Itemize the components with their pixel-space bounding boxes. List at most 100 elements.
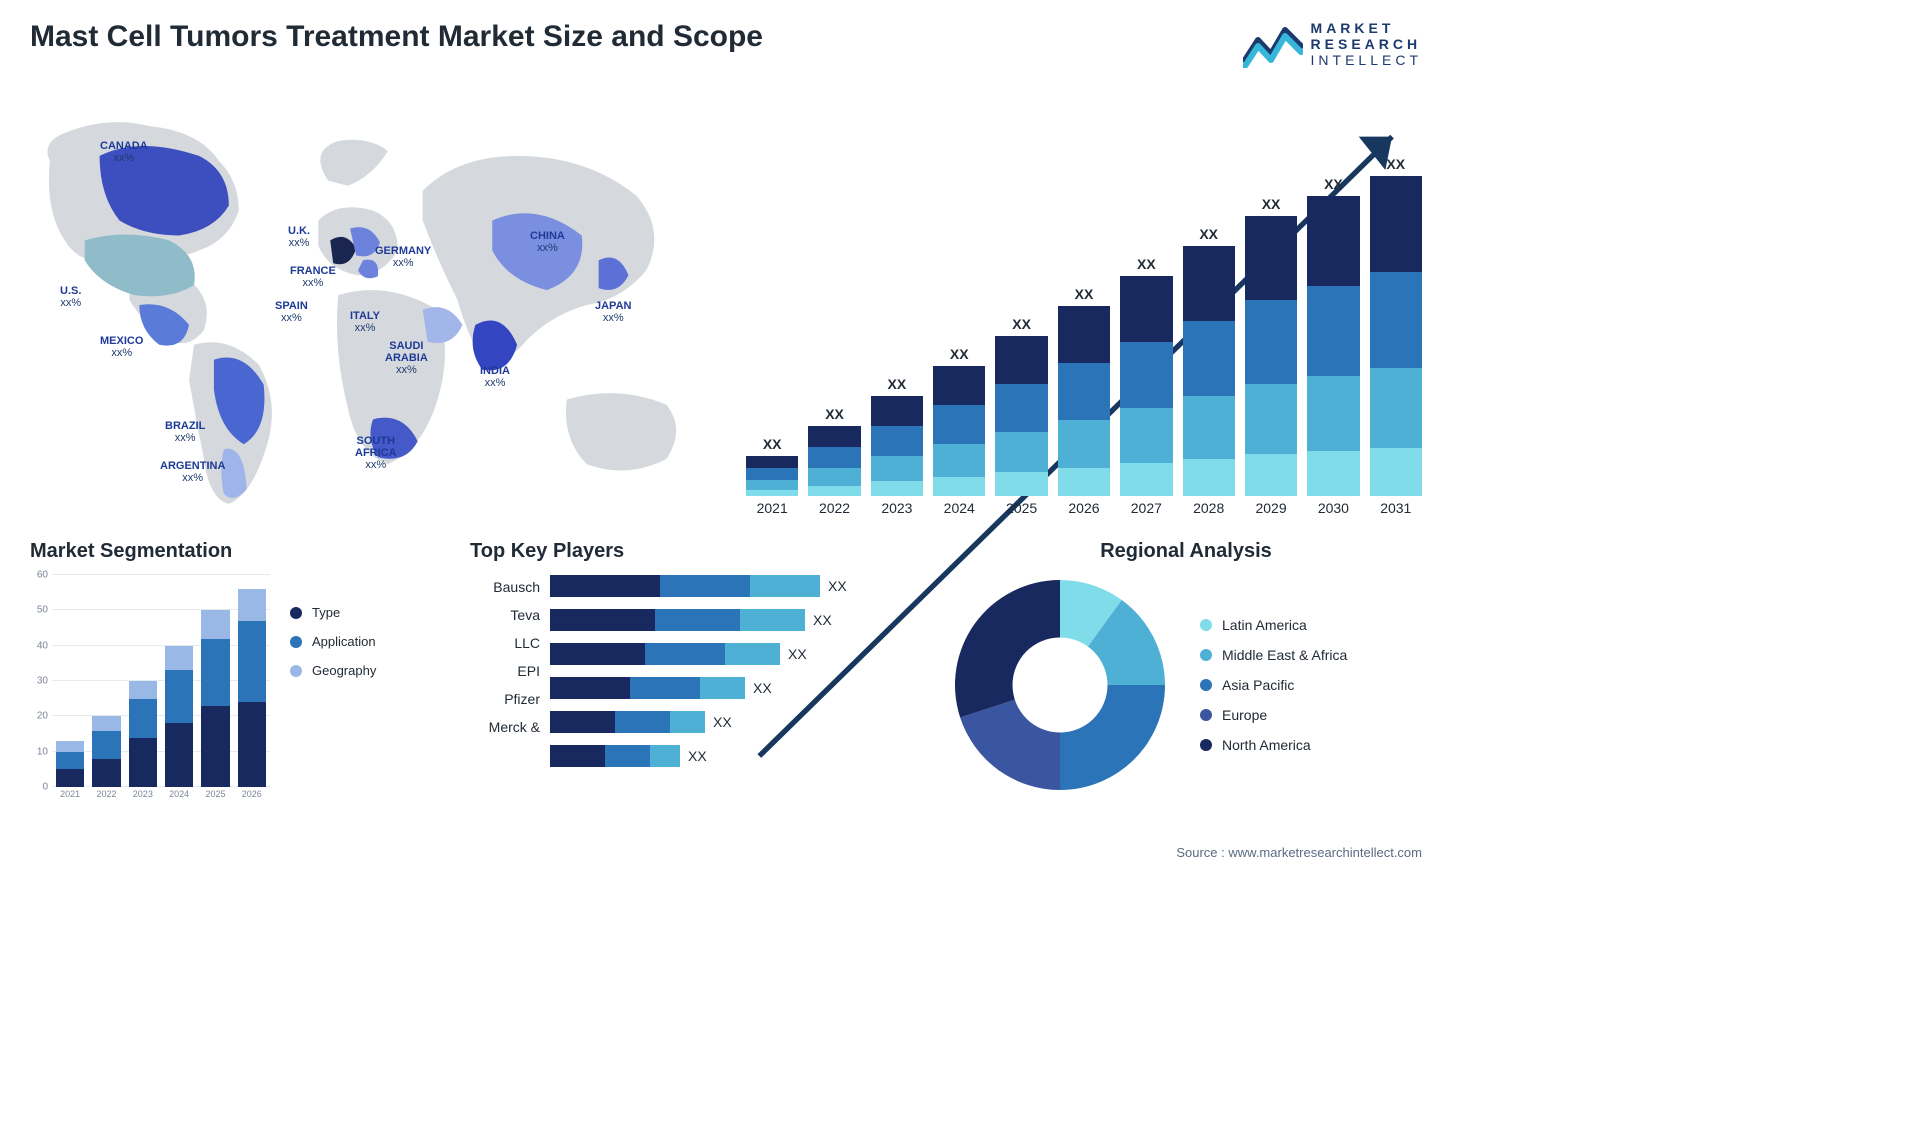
kp-row: XX (550, 711, 910, 733)
growth-bar: XX (1245, 196, 1297, 496)
legend-swatch-icon (290, 607, 302, 619)
regional-donut-chart (950, 575, 1170, 795)
map-label: SOUTHAFRICAxx% (355, 435, 397, 471)
legend-label: Middle East & Africa (1222, 647, 1347, 663)
growth-bar-value: XX (1075, 286, 1094, 302)
growth-x-label: 2031 (1370, 500, 1422, 520)
growth-bar: XX (933, 346, 985, 496)
map-label: FRANCExx% (290, 265, 336, 289)
kp-row-label: Pfizer (470, 691, 540, 707)
map-label: CHINAxx% (530, 230, 565, 254)
legend-label: Type (312, 605, 340, 620)
key-players-title: Top Key Players (470, 540, 910, 563)
legend-item: North America (1200, 737, 1347, 753)
growth-x-label: 2027 (1120, 500, 1172, 520)
kp-row-label: Merck & (470, 719, 540, 735)
map-label: CANADAxx% (100, 140, 148, 164)
seg-x-label: 2024 (165, 789, 193, 805)
segmentation-title: Market Segmentation (30, 540, 430, 563)
map-label: GERMANYxx% (375, 245, 431, 269)
growth-x-label: 2022 (808, 500, 860, 520)
seg-y-tick: 60 (37, 570, 48, 581)
growth-bar-value: XX (763, 436, 782, 452)
legend-item: Type (290, 605, 376, 620)
brand-logo-text: MARKET RESEARCH INTELLECT (1311, 20, 1422, 68)
seg-x-label: 2023 (129, 789, 157, 805)
kp-row-label: Bausch (470, 579, 540, 595)
map-label: MEXICOxx% (100, 335, 143, 359)
source-credit: Source : www.marketresearchintellect.com (1176, 845, 1422, 860)
legend-swatch-icon (290, 665, 302, 677)
growth-bar-value: XX (1137, 256, 1156, 272)
world-map-panel: CANADAxx% U.S.xx% MEXICOxx% BRAZILxx% ARGENT… (30, 100, 706, 520)
brand-logo-icon (1243, 20, 1303, 68)
seg-x-label: 2025 (201, 789, 229, 805)
kp-row-label: Teva (470, 607, 540, 623)
seg-x-label: 2022 (92, 789, 120, 805)
growth-bar-value: XX (1262, 196, 1281, 212)
kp-value: XX (713, 714, 732, 730)
legend-item: Asia Pacific (1200, 677, 1347, 693)
kp-value: XX (753, 680, 772, 696)
map-label: U.K.xx% (288, 225, 310, 249)
legend-swatch-icon (1200, 709, 1212, 721)
growth-bar-value: XX (950, 346, 969, 362)
map-label: U.S.xx% (60, 285, 81, 309)
seg-bar (129, 681, 157, 787)
legend-item: Europe (1200, 707, 1347, 723)
bottom-row: Market Segmentation 0102030405060 202120… (30, 540, 1422, 820)
growth-x-label: 2026 (1058, 500, 1110, 520)
growth-x-label: 2023 (871, 500, 923, 520)
growth-bar-value: XX (1012, 316, 1031, 332)
growth-bar-value: XX (888, 376, 907, 392)
seg-x-label: 2021 (56, 789, 84, 805)
growth-bar-value: XX (1199, 226, 1218, 242)
legend-label: Geography (312, 663, 376, 678)
growth-bar: XX (746, 436, 798, 496)
kp-row: XX (550, 677, 910, 699)
growth-bar: XX (871, 376, 923, 496)
regional-panel: Regional Analysis Latin America Middle Ea… (950, 540, 1422, 820)
kp-value: XX (788, 646, 807, 662)
growth-chart: XX XX XX XX XX XX XX XX XX XX XX 2021 2022 2023 2024 2… (746, 110, 1422, 520)
growth-x-label: 2025 (995, 500, 1047, 520)
seg-bar (165, 646, 193, 787)
segmentation-panel: Market Segmentation 0102030405060 202120… (30, 540, 430, 820)
kp-row-label: LLC (470, 635, 540, 651)
growth-bar: XX (1307, 176, 1359, 496)
growth-x-label: 2028 (1183, 500, 1235, 520)
map-label: BRAZILxx% (165, 420, 205, 444)
page-title: Mast Cell Tumors Treatment Market Size a… (30, 20, 763, 54)
growth-x-label: 2030 (1307, 500, 1359, 520)
seg-bar (56, 741, 84, 787)
growth-bar-value: XX (1386, 156, 1405, 172)
seg-y-tick: 40 (37, 640, 48, 651)
seg-bar (238, 589, 266, 787)
growth-bar-value: XX (825, 406, 844, 422)
key-players-labels: BauschTevaLLCEPIPfizerMerck & (470, 575, 550, 767)
legend-label: North America (1222, 737, 1311, 753)
map-label: INDIAxx% (480, 365, 510, 389)
header: Mast Cell Tumors Treatment Market Size a… (30, 20, 1422, 90)
legend-label: Europe (1222, 707, 1267, 723)
seg-bar (92, 716, 120, 787)
growth-bar: XX (1058, 286, 1110, 496)
map-label: ITALYxx% (350, 310, 380, 334)
map-label: SPAINxx% (275, 300, 308, 324)
map-label: JAPANxx% (595, 300, 631, 324)
growth-bar: XX (1370, 156, 1422, 496)
kp-value: XX (828, 578, 847, 594)
regional-title: Regional Analysis (950, 540, 1422, 563)
legend-label: Application (312, 634, 376, 649)
growth-x-label: 2021 (746, 500, 798, 520)
legend-swatch-icon (1200, 679, 1212, 691)
segmentation-chart: 0102030405060 202120222023202420252026 (30, 575, 270, 805)
legend-swatch-icon (1200, 619, 1212, 631)
map-label: ARGENTINAxx% (160, 460, 225, 484)
legend-label: Asia Pacific (1222, 677, 1294, 693)
seg-y-tick: 0 (42, 782, 48, 793)
legend-item: Latin America (1200, 617, 1347, 633)
growth-bar: XX (995, 316, 1047, 496)
growth-x-label: 2024 (933, 500, 985, 520)
legend-label: Latin America (1222, 617, 1307, 633)
